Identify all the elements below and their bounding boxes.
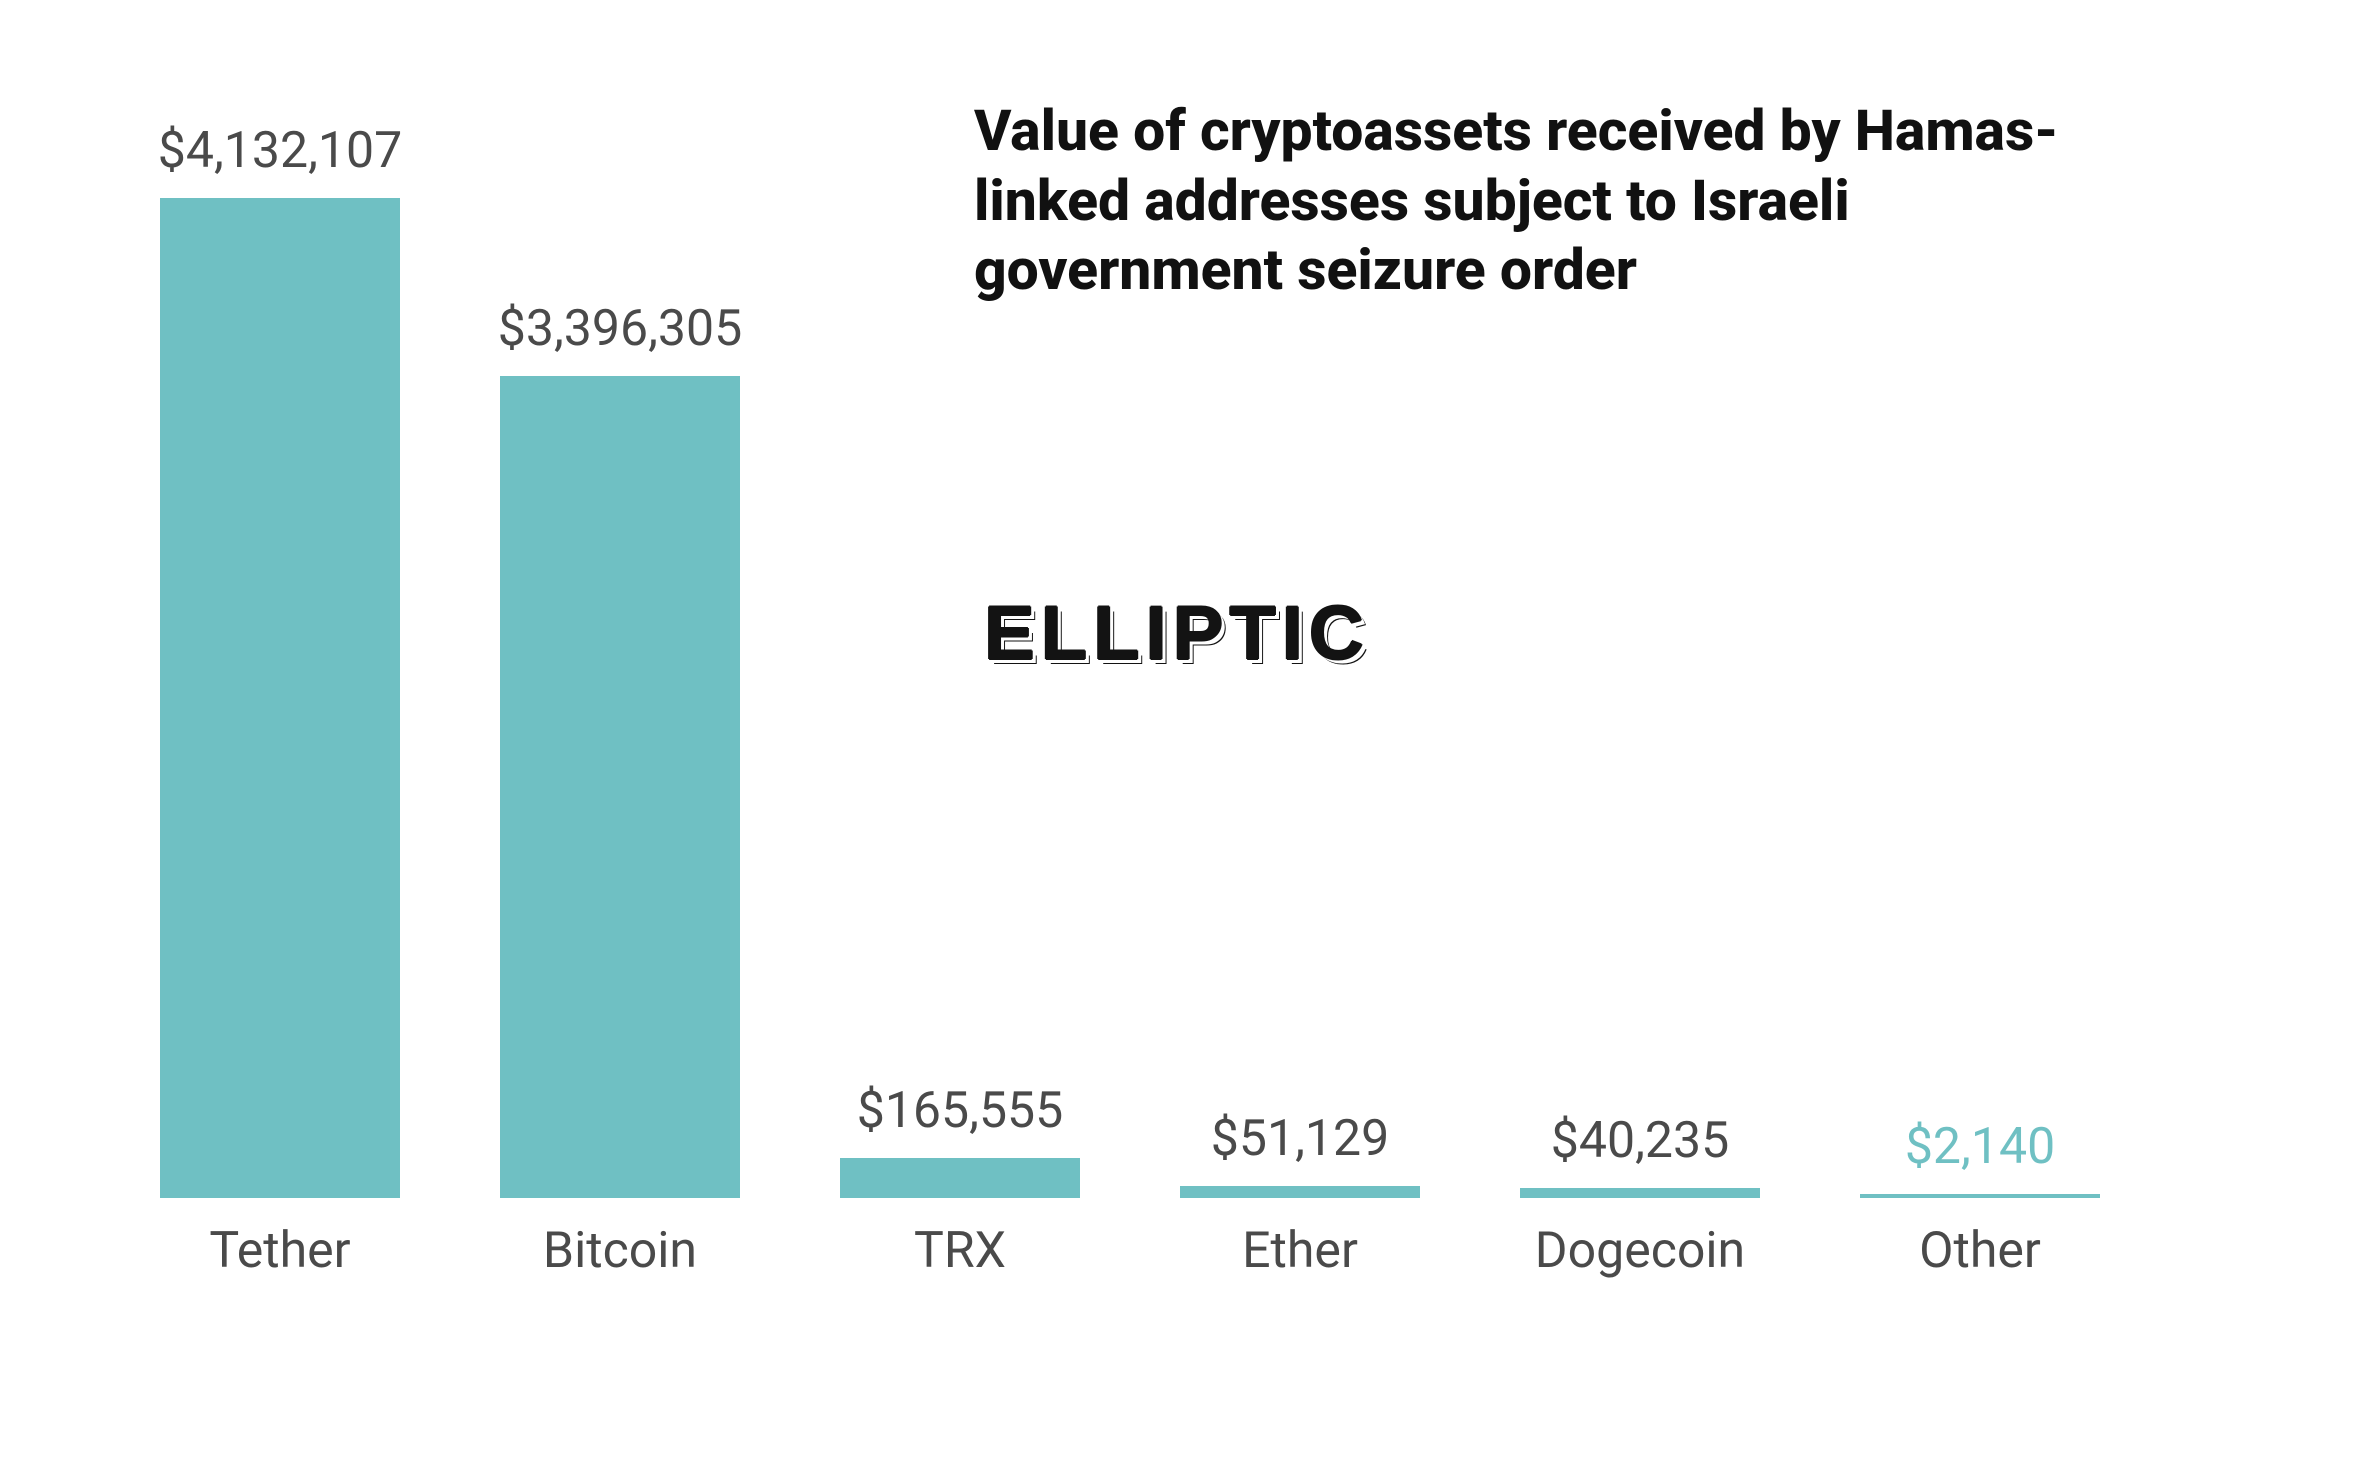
bar-category-label: Other xyxy=(1919,1222,2041,1280)
elliptic-logo: ELLIPTIC xyxy=(984,590,1370,677)
bar-col: $4,132,107 Tether xyxy=(150,100,410,1280)
bar-value-label: $4,132,107 xyxy=(158,122,402,180)
bar-category-label: Ether xyxy=(1242,1222,1358,1280)
bar-category-label: Bitcoin xyxy=(543,1222,697,1280)
bar-rect xyxy=(840,1158,1080,1198)
bar-rect xyxy=(500,376,740,1198)
bar-category-label: Dogecoin xyxy=(1535,1222,1745,1280)
bar-category-label: Tether xyxy=(209,1222,350,1280)
bar-value-label: $51,129 xyxy=(1211,1110,1389,1168)
bar-rect xyxy=(1860,1194,2100,1198)
bar-value-label: $165,555 xyxy=(857,1082,1064,1140)
chart-title: Value of cryptoassets received by Hamas-… xyxy=(974,96,2144,305)
bar-value-label: $3,396,305 xyxy=(498,300,742,358)
bar-value-label: $40,235 xyxy=(1551,1112,1729,1170)
bar-value-label: $2,140 xyxy=(1905,1118,2055,1176)
bar-category-label: TRX xyxy=(914,1222,1006,1280)
bar-col: $3,396,305 Bitcoin xyxy=(490,100,750,1280)
bar-rect xyxy=(1180,1186,1420,1198)
bar-rect xyxy=(1520,1188,1760,1198)
chart-canvas: $4,132,107 Tether $3,396,305 Bitcoin $165,55… xyxy=(0,0,2366,1472)
bar-rect xyxy=(160,198,400,1198)
